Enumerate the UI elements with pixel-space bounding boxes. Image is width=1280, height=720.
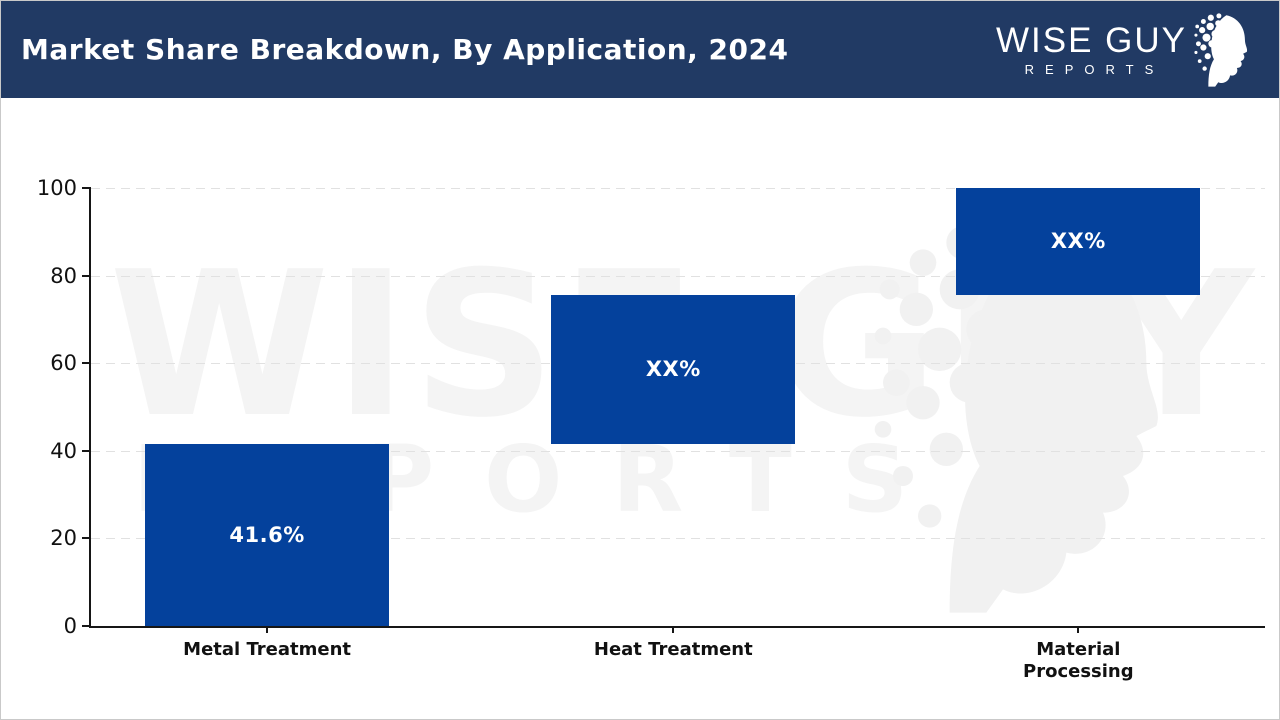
- y-tick-mark: [82, 274, 91, 277]
- y-tick-mark: [82, 362, 91, 365]
- y-tick-mark: [82, 449, 91, 452]
- y-tick-mark: [82, 625, 91, 627]
- logo-wordmark-block: WISE GUY REPORTS: [996, 23, 1187, 77]
- header-bar: Market Share Breakdown, By Application, …: [1, 1, 1279, 98]
- y-tick-label: 100: [36, 176, 77, 200]
- chart-title: Market Share Breakdown, By Application, …: [21, 33, 789, 66]
- logo-face-icon: [1194, 12, 1248, 87]
- grid-line: [91, 450, 1265, 452]
- y-tick-label: 20: [50, 526, 77, 551]
- y-tick-label: 60: [50, 351, 77, 376]
- x-axis-label: Heat Treatment: [593, 639, 753, 660]
- wiseguy-logo: WISE GUY REPORTS: [996, 12, 1253, 88]
- y-tick-label: 40: [50, 438, 77, 463]
- grid-line: [91, 538, 1265, 540]
- y-tick-label: 80: [50, 263, 77, 288]
- x-axis-label: Material Processing: [1023, 639, 1134, 682]
- bar-value-label: XX%: [645, 357, 701, 382]
- grid-line: [91, 188, 1265, 189]
- logo-wordmark: WISE GUY: [995, 20, 1187, 60]
- x-tick-mark: [672, 626, 675, 633]
- grid-line: [91, 275, 1265, 277]
- bar-segment: XX%: [956, 188, 1201, 295]
- y-tick-mark: [82, 537, 91, 540]
- bar-segment: XX%: [551, 294, 796, 444]
- y-tick-label: 0: [63, 614, 77, 638]
- bar-value-label: XX%: [1050, 229, 1106, 254]
- x-axis-label: Metal Treatment: [183, 639, 351, 660]
- x-tick-mark: [1077, 626, 1080, 633]
- chart-canvas: WISE GUY REPORTS 0 20 40 60 80 100 41.6% Metal …: [1, 98, 1279, 719]
- bar-value-label: 41.6%: [229, 522, 305, 547]
- bar-segment: 41.6%: [145, 443, 390, 626]
- logo-subtitle: REPORTS: [1024, 61, 1165, 77]
- plot-area: 0 20 40 60 80 100 41.6% Metal Treatment XX% Heat …: [37, 176, 1265, 682]
- x-tick-mark: [266, 626, 269, 633]
- y-tick-mark: [82, 187, 91, 189]
